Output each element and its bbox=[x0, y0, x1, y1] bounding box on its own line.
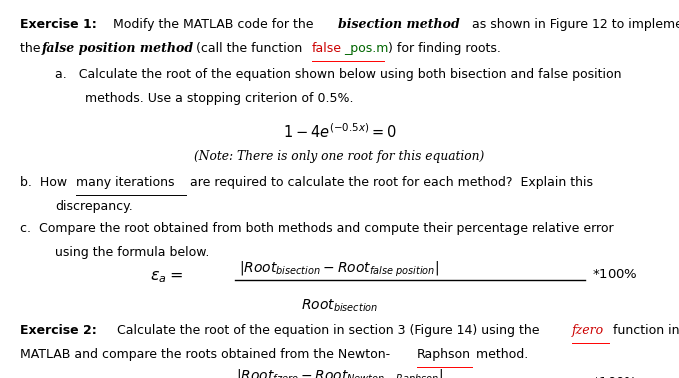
Text: bisection method: bisection method bbox=[338, 18, 460, 31]
Text: fzero: fzero bbox=[572, 324, 604, 337]
Text: using the formula below.: using the formula below. bbox=[55, 246, 209, 259]
Text: MATLAB and compare the roots obtained from the Newton-: MATLAB and compare the roots obtained fr… bbox=[20, 348, 390, 361]
Text: the: the bbox=[20, 42, 45, 55]
Text: $\varepsilon_a =$: $\varepsilon_a =$ bbox=[150, 376, 183, 378]
Text: (call the function: (call the function bbox=[192, 42, 306, 55]
Text: Exercise 1:: Exercise 1: bbox=[20, 18, 96, 31]
Text: Exercise 2:: Exercise 2: bbox=[20, 324, 96, 337]
Text: $|Root_{bisection} - Root_{false\ position}|$: $|Root_{bisection} - Root_{false\ positi… bbox=[240, 260, 439, 279]
Text: Modify the MATLAB code for the: Modify the MATLAB code for the bbox=[105, 18, 318, 31]
Text: as shown in Figure 12 to implement: as shown in Figure 12 to implement bbox=[468, 18, 679, 31]
Text: $|Root_{fzero} - Root_{Newton-Raphson}|$: $|Root_{fzero} - Root_{Newton-Raphson}|$ bbox=[236, 368, 443, 378]
Text: $* 100\%$: $* 100\%$ bbox=[592, 268, 638, 281]
Text: false: false bbox=[312, 42, 342, 55]
Text: _pos.m: _pos.m bbox=[344, 42, 388, 55]
Text: a.   Calculate the root of the equation shown below using both bisection and fal: a. Calculate the root of the equation sh… bbox=[55, 68, 621, 81]
Text: method.: method. bbox=[472, 348, 528, 361]
Text: false position method: false position method bbox=[42, 42, 194, 55]
Text: many iterations: many iterations bbox=[76, 176, 175, 189]
Text: function in: function in bbox=[609, 324, 679, 337]
Text: b.  How: b. How bbox=[20, 176, 71, 189]
Text: $\varepsilon_a =$: $\varepsilon_a =$ bbox=[150, 268, 183, 285]
Text: methods. Use a stopping criterion of 0.5%.: methods. Use a stopping criterion of 0.5… bbox=[85, 92, 354, 105]
Text: $* 100\%$: $* 100\%$ bbox=[592, 376, 638, 378]
Text: (Note: There is only one root for this equation): (Note: There is only one root for this e… bbox=[194, 150, 485, 163]
Text: $Root_{bisection}$: $Root_{bisection}$ bbox=[301, 298, 378, 314]
Text: are required to calculate the root for each method?  Explain this: are required to calculate the root for e… bbox=[186, 176, 593, 189]
Text: $1 - 4e^{(-0.5x)} = 0$: $1 - 4e^{(-0.5x)} = 0$ bbox=[282, 122, 397, 141]
Text: Raphson: Raphson bbox=[417, 348, 471, 361]
Text: discrepancy.: discrepancy. bbox=[55, 200, 133, 213]
Text: Calculate the root of the equation in section 3 (Figure 14) using the: Calculate the root of the equation in se… bbox=[105, 324, 543, 337]
Text: c.  Compare the root obtained from both methods and compute their percentage rel: c. Compare the root obtained from both m… bbox=[20, 222, 614, 235]
Text: ) for finding roots.: ) for finding roots. bbox=[384, 42, 501, 55]
